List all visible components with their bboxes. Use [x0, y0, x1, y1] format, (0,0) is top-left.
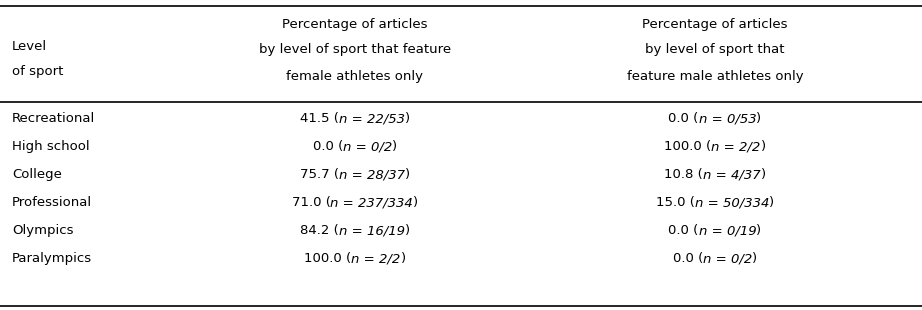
Text: ): ) [752, 252, 757, 265]
Text: female athletes only: female athletes only [287, 70, 423, 83]
Text: 10.8 (: 10.8 ( [664, 168, 703, 181]
Text: ): ) [401, 252, 406, 265]
Text: ): ) [405, 112, 410, 125]
Text: by level of sport that: by level of sport that [645, 43, 785, 56]
Text: 84.2 (: 84.2 ( [300, 224, 338, 237]
Text: Paralympics: Paralympics [12, 252, 92, 265]
Text: n = 0/2: n = 0/2 [343, 140, 392, 153]
Text: Level: Level [12, 40, 47, 53]
Text: by level of sport that feature: by level of sport that feature [259, 43, 451, 56]
Text: ): ) [761, 140, 766, 153]
Text: High school: High school [12, 140, 89, 153]
Text: n = 237/334: n = 237/334 [330, 196, 413, 209]
Text: ): ) [405, 224, 410, 237]
Text: ): ) [392, 140, 397, 153]
Text: Percentage of articles: Percentage of articles [643, 18, 787, 31]
Text: Recreational: Recreational [12, 112, 95, 125]
Text: Professional: Professional [12, 196, 92, 209]
Text: College: College [12, 168, 62, 181]
Text: Percentage of articles: Percentage of articles [282, 18, 428, 31]
Text: 75.7 (: 75.7 ( [300, 168, 339, 181]
Text: n = 0/2: n = 0/2 [703, 252, 752, 265]
Text: 71.0 (: 71.0 ( [291, 196, 330, 209]
Text: n = 2/2: n = 2/2 [712, 140, 761, 153]
Text: ): ) [769, 196, 774, 209]
Text: ): ) [413, 196, 419, 209]
Text: ): ) [756, 224, 762, 237]
Text: n = 4/37: n = 4/37 [703, 168, 761, 181]
Text: ): ) [761, 168, 766, 181]
Text: n = 2/2: n = 2/2 [351, 252, 401, 265]
Text: n = 22/53: n = 22/53 [339, 112, 405, 125]
Text: 0.0 (: 0.0 ( [668, 224, 699, 237]
Text: 100.0 (: 100.0 ( [664, 140, 712, 153]
Text: n = 0/53: n = 0/53 [699, 112, 756, 125]
Text: 15.0 (: 15.0 ( [656, 196, 694, 209]
Text: feature male athletes only: feature male athletes only [627, 70, 803, 83]
Text: of sport: of sport [12, 65, 64, 78]
Text: 0.0 (: 0.0 ( [673, 252, 703, 265]
Text: n = 16/19: n = 16/19 [338, 224, 405, 237]
Text: n = 28/37: n = 28/37 [339, 168, 405, 181]
Text: 41.5 (: 41.5 ( [300, 112, 339, 125]
Text: n = 0/19: n = 0/19 [699, 224, 756, 237]
Text: 0.0 (: 0.0 ( [668, 112, 699, 125]
Text: n = 50/334: n = 50/334 [694, 196, 769, 209]
Text: 0.0 (: 0.0 ( [313, 140, 343, 153]
Text: ): ) [405, 168, 410, 181]
Text: 100.0 (: 100.0 ( [304, 252, 351, 265]
Text: ): ) [756, 112, 762, 125]
Text: Olympics: Olympics [12, 224, 74, 237]
